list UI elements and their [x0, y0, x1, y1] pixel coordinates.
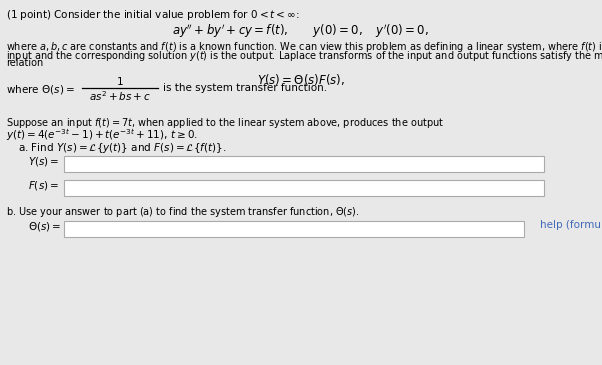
- Text: Suppose an input $f(t) = 7t$, when applied to the linear system above, produces : Suppose an input $f(t) = 7t$, when appli…: [6, 116, 444, 130]
- Text: (1 point) Consider the initial value problem for $0 < t < \infty$:: (1 point) Consider the initial value pro…: [6, 8, 300, 22]
- Text: help (formulas): help (formulas): [540, 220, 602, 230]
- FancyBboxPatch shape: [64, 221, 524, 237]
- Text: $F(s) = $: $F(s) = $: [28, 179, 59, 192]
- Text: $ay'' + by' + cy = f(t), \qquad y(0) = 0, \quad y'(0) = 0,$: $ay'' + by' + cy = f(t), \qquad y(0) = 0…: [173, 22, 429, 39]
- Text: $1$: $1$: [116, 75, 124, 87]
- Text: $as^2 + bs + c$: $as^2 + bs + c$: [89, 89, 151, 103]
- Text: $Y(s) = $: $Y(s) = $: [28, 155, 60, 168]
- Text: $y(t) = 4\left(e^{-3t} - 1\right) + t\left(e^{-3t} + 11\right)$, $t \geq 0$.: $y(t) = 4\left(e^{-3t} - 1\right) + t\le…: [6, 127, 198, 143]
- Text: a. Find $Y(s) = \mathcal{L}\left\{y(t)\right\}$ and $F(s) = \mathcal{L}\left\{f(: a. Find $Y(s) = \mathcal{L}\left\{y(t)\r…: [18, 141, 226, 155]
- FancyBboxPatch shape: [64, 156, 544, 172]
- Text: $Y(s) = \Theta(s)F(s),$: $Y(s) = \Theta(s)F(s),$: [257, 72, 345, 87]
- Text: $\Theta(s) = $: $\Theta(s) = $: [28, 220, 61, 233]
- Text: where $\Theta(s) = $: where $\Theta(s) = $: [6, 83, 75, 96]
- Text: is the system transfer function.: is the system transfer function.: [163, 83, 327, 93]
- Text: b. Use your answer to part (a) to find the system transfer function, $\Theta(s)$: b. Use your answer to part (a) to find t…: [6, 205, 359, 219]
- Text: where $a, b, c$ are constants and $f(t)$ is a known function. We can view this p: where $a, b, c$ are constants and $f(t)$…: [6, 40, 602, 54]
- Text: relation: relation: [6, 58, 43, 68]
- FancyBboxPatch shape: [64, 180, 544, 196]
- Text: input and the corresponding solution $y(t)$ is the output. Laplace transforms of: input and the corresponding solution $y(…: [6, 49, 602, 63]
